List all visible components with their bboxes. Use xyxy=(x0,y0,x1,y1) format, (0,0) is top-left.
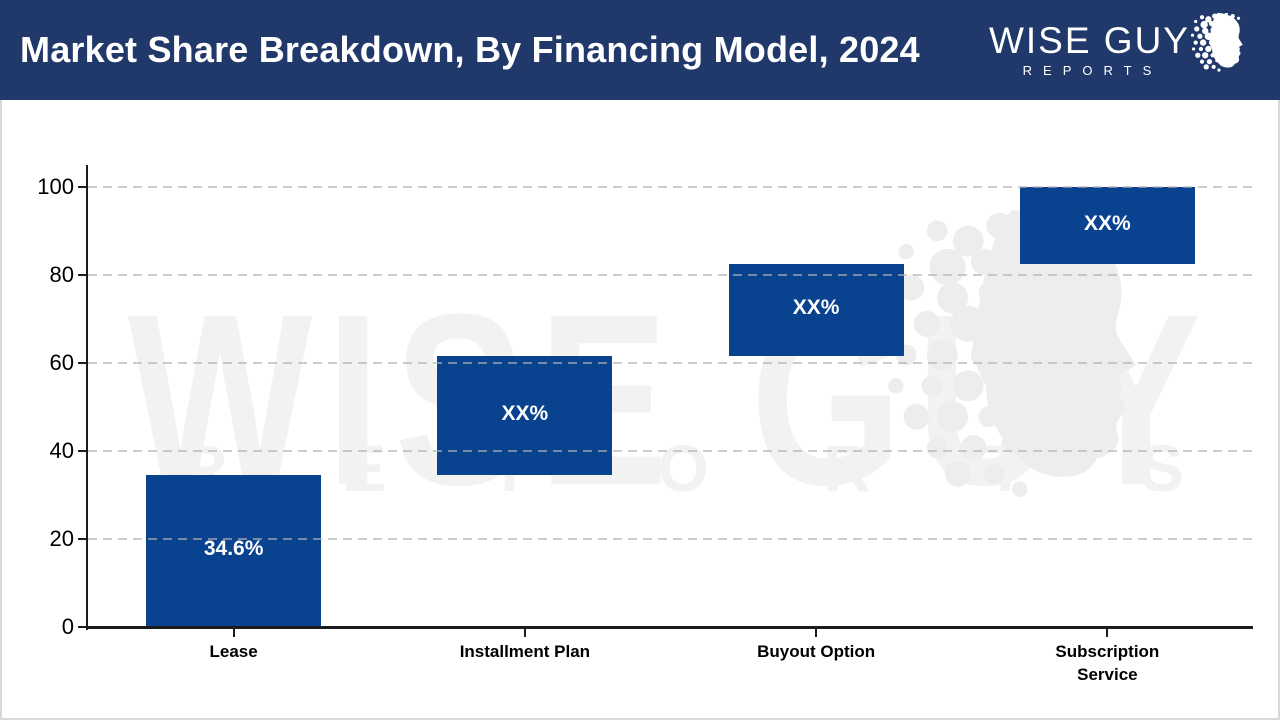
gridline xyxy=(88,274,1253,276)
wiseguy-face-icon xyxy=(1188,13,1252,87)
logo-subtitle: REPORTS xyxy=(1022,63,1163,78)
bar-value-label: XX% xyxy=(792,296,840,320)
chart-area: WISE GUY R E P O R T S 0 20 40 60 80 100 34.6%… xyxy=(0,100,1280,720)
bar-value-label: 34.6% xyxy=(203,536,264,560)
x-axis-label-line: Buyout Option xyxy=(757,642,876,661)
y-tick-mark xyxy=(78,538,86,540)
bar-value-label: XX% xyxy=(1084,211,1131,235)
watermark-face-icon xyxy=(870,210,1180,572)
x-axis-label-line: Installment Plan xyxy=(459,642,591,661)
x-axis-label-line: Lease xyxy=(209,642,258,661)
x-tick-mark xyxy=(815,629,818,637)
gridline xyxy=(88,538,1253,540)
x-axis-label-line: Service xyxy=(1077,664,1138,684)
y-tick-mark xyxy=(78,274,86,276)
gridline xyxy=(88,362,1253,364)
y-tick-mark xyxy=(78,450,86,452)
x-axis-spine xyxy=(86,626,1253,629)
chart-title: Market Share Breakdown, By Financing Mod… xyxy=(20,29,920,70)
x-axis-label-line: Subscription xyxy=(1055,642,1160,661)
y-tick-label: 40 xyxy=(49,438,74,463)
x-tick-mark xyxy=(523,629,526,637)
plot-region: 0 20 40 60 80 100 34.6% Lease XX% Installment Pla… xyxy=(0,100,1280,720)
x-axis-label: Subscription Service xyxy=(997,641,1217,687)
wiseguy-logo-text: WISE GUY REPORTS xyxy=(989,22,1190,78)
y-tick-label: 80 xyxy=(49,262,74,287)
x-axis-label: Lease xyxy=(124,641,344,664)
x-axis-label: Installment Plan xyxy=(415,641,635,664)
bar xyxy=(146,474,322,627)
bar xyxy=(437,356,613,475)
logo-wordmark: WISE GUY xyxy=(988,20,1190,61)
header-bar: Market Share Breakdown, By Financing Mod… xyxy=(0,0,1280,100)
y-axis-spine xyxy=(86,165,88,630)
x-tick-mark xyxy=(1106,629,1109,637)
y-tick-label: 100 xyxy=(37,174,74,199)
x-axis-label: Buyout Option xyxy=(706,641,926,664)
gridline xyxy=(88,450,1253,452)
wiseguy-logo: WISE GUY REPORTS xyxy=(989,13,1252,87)
bar-value-label: XX% xyxy=(501,401,549,425)
y-tick-label: 20 xyxy=(49,526,74,551)
y-tick-mark xyxy=(78,626,86,628)
y-tick-label: 60 xyxy=(49,350,74,375)
y-tick-mark xyxy=(78,362,86,364)
y-tick-label: 0 xyxy=(61,614,74,639)
bar xyxy=(1019,187,1195,264)
bar xyxy=(728,264,904,357)
y-tick-mark xyxy=(78,186,86,188)
gridline xyxy=(88,186,1253,188)
x-tick-mark xyxy=(232,629,235,637)
